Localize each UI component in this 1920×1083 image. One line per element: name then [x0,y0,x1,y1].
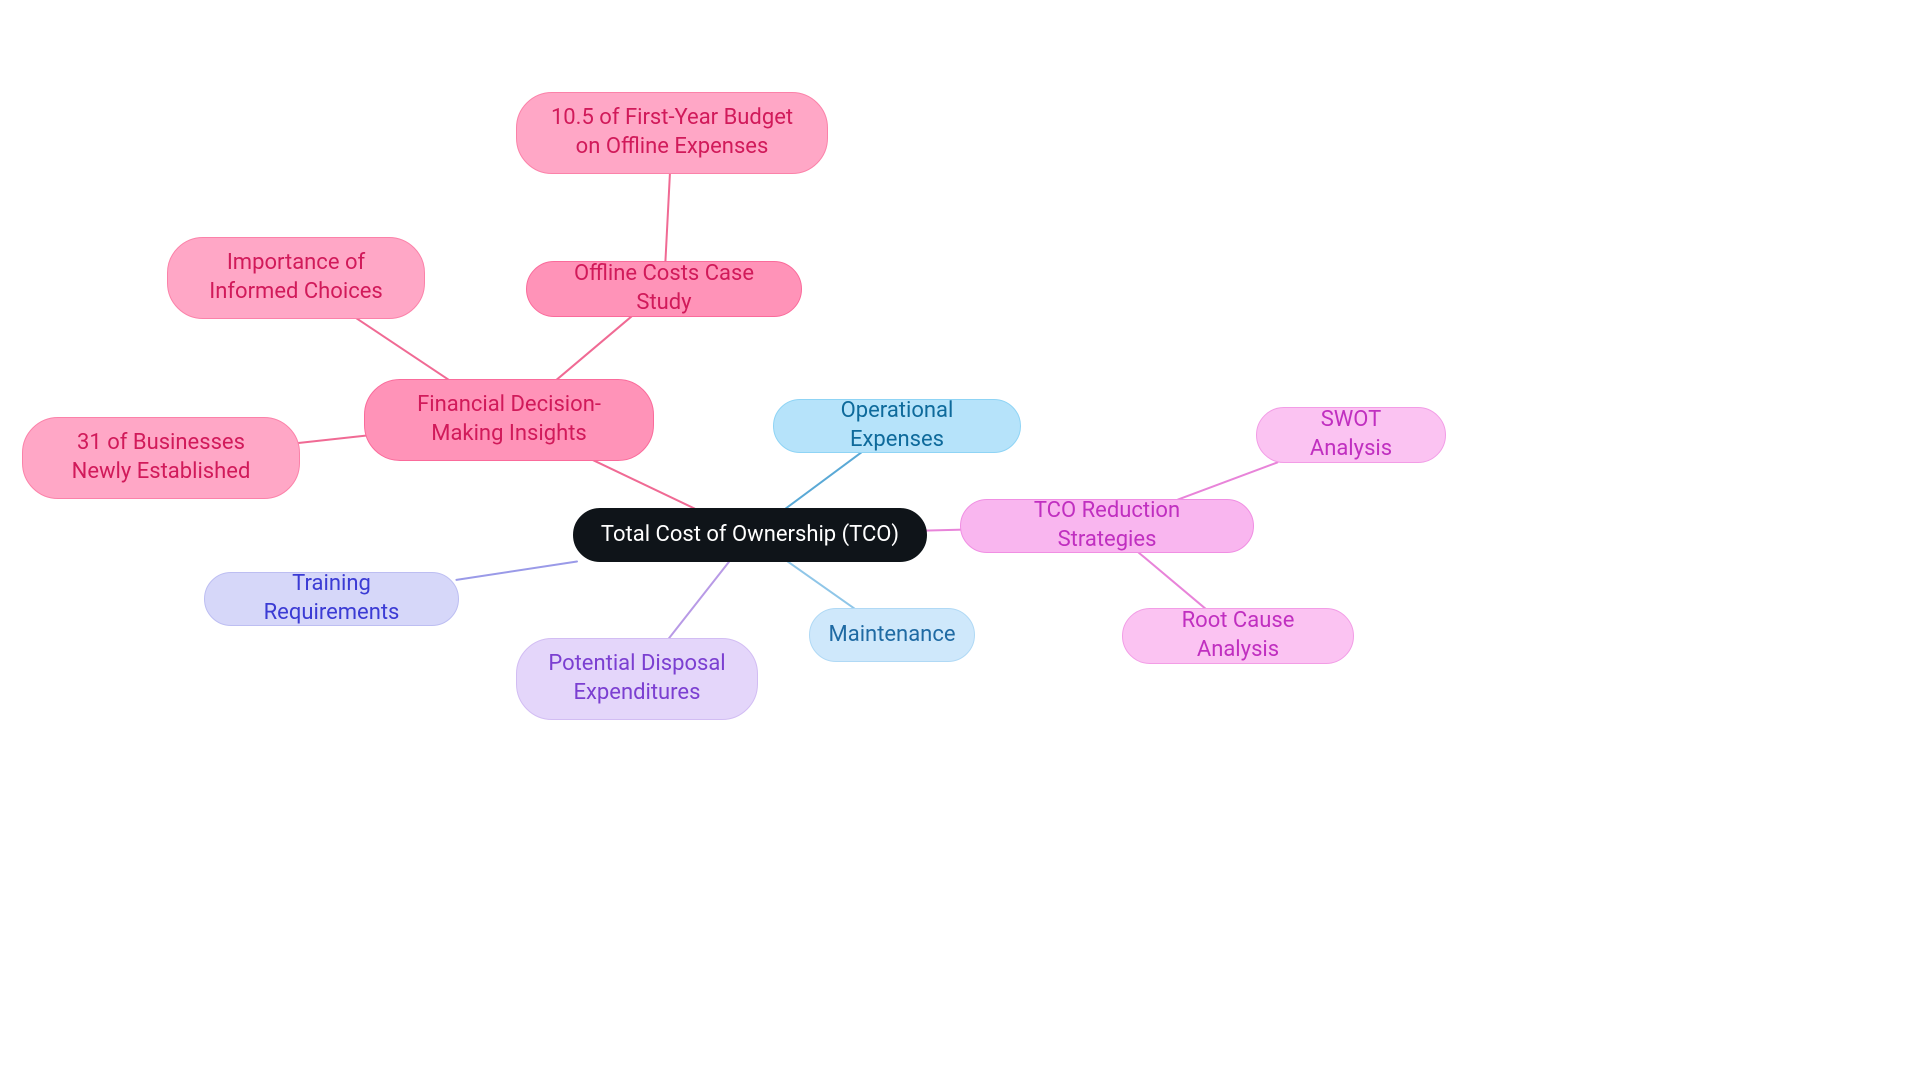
node-swot: SWOT Analysis [1256,407,1446,463]
edge-fdm-businesses [297,436,367,444]
node-maint: Maintenance [809,608,975,662]
edge-root-disposal [669,561,730,638]
edge-fdm-informed [356,318,448,380]
edge-root-training [456,561,577,579]
edge-root-fdm [593,460,694,508]
node-tco_red: TCO Reduction Strategies [960,499,1254,553]
edge-fdm-offline_case [557,316,632,379]
node-informed: Importance of Informed Choices [167,237,425,319]
node-offline_case: Offline Costs Case Study [526,261,802,317]
node-root: Total Cost of Ownership (TCO) [573,508,927,562]
node-fdm: Financial Decision-Making Insights [364,379,654,461]
edge-tco_red-rca [1139,552,1206,608]
node-disposal: Potential Disposal Expenditures [516,638,758,720]
edge-root-maint [788,561,855,608]
edges-layer [0,0,1920,1083]
edge-root-opex [786,452,862,508]
edge-root-tco_red [923,530,962,531]
edge-offline_case-budget [665,173,670,261]
node-training: Training Requirements [204,572,459,626]
edge-tco_red-swot [1178,462,1277,499]
node-rca: Root Cause Analysis [1122,608,1354,664]
node-businesses: 31 of Businesses Newly Established [22,417,300,499]
node-opex: Operational Expenses [773,399,1021,453]
node-budget: 10.5 of First-Year Budget on Offline Exp… [516,92,828,174]
